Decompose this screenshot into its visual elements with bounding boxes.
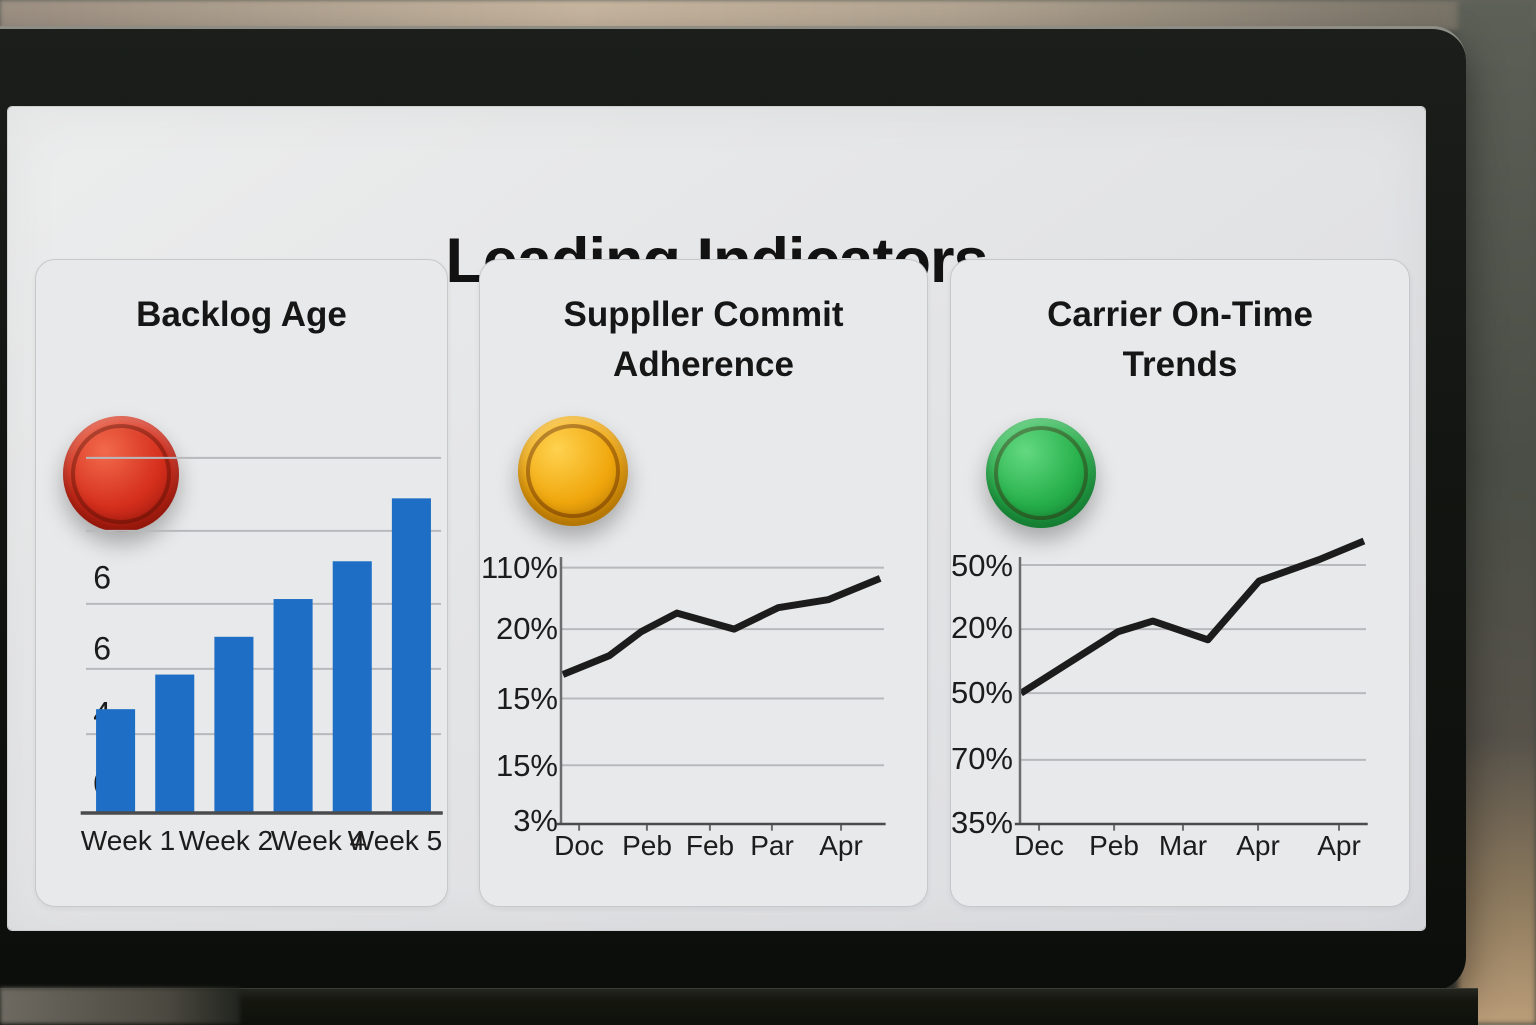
x-tick-label: Peb	[622, 830, 672, 861]
x-tick-label: Apr	[1317, 830, 1361, 861]
status-indicator-red-icon	[63, 416, 179, 532]
x-tick-label: Week 4	[270, 825, 366, 856]
y-tick-label: 50%	[950, 548, 1013, 583]
y-tick-label: 20%	[950, 610, 1013, 645]
backlog-age-bar-chart	[86, 448, 441, 813]
panel-supplier-commit-adherence: Suppller Commit Adherence 110% 20% 15% 1…	[479, 259, 928, 907]
x-tick-label: Week 1	[80, 825, 176, 856]
x-tick-label: Peb	[1089, 830, 1139, 861]
x-tick-label: Week 2	[178, 825, 274, 856]
laptop-hinge	[0, 988, 1478, 1025]
x-tick-label: Apr	[1236, 830, 1280, 861]
blurred-background-bottom-left	[0, 988, 240, 1024]
y-tick-label: 110%	[481, 550, 558, 585]
status-indicator-amber-icon	[518, 416, 628, 526]
blurred-background-right	[1458, 0, 1536, 1024]
panel-title: Backlog Age	[136, 295, 347, 334]
x-tick-label: Par	[750, 830, 794, 861]
x-tick-label: Apr	[819, 830, 863, 861]
x-tick-label: Feb	[685, 830, 735, 861]
y-tick-label: 50%	[950, 675, 1013, 710]
panel-carrier-on-time-trends: Carrier On-Time Trends 50% 20% 50% 70% 3…	[950, 259, 1410, 907]
panel-backlog-age: Backlog Age 6 6 4 0 Week 1 Week 2 Week 4…	[35, 259, 448, 907]
x-tick-label: Mar	[1158, 830, 1208, 861]
x-tick-label: Week 5	[347, 825, 443, 856]
carrier-on-time-line-chart	[1020, 557, 1366, 824]
y-tick-label: 6	[93, 559, 111, 596]
x-tick-label: Doc	[554, 830, 604, 861]
y-tick-label: 70%	[950, 741, 1013, 776]
y-tick-label: 3%	[513, 803, 558, 838]
panel-title: Suppller Commit Adherence	[563, 295, 844, 384]
y-tick-label: 20%	[495, 611, 558, 646]
panel-title: Carrier On-Time Trends	[1047, 295, 1313, 384]
blurred-background-top	[0, 0, 1536, 30]
status-indicator-green-icon	[986, 418, 1096, 528]
x-tick-label: Dec	[1014, 830, 1064, 861]
laptop-screen: Leading Indicators Backlog Age 6 6 4 0 W…	[8, 107, 1425, 930]
y-tick-label: 6	[93, 630, 111, 667]
y-tick-label: 35%	[950, 805, 1013, 840]
supplier-commit-line-chart	[561, 557, 884, 824]
y-tick-label: 15%	[495, 681, 558, 716]
y-tick-label: 15%	[495, 748, 558, 783]
